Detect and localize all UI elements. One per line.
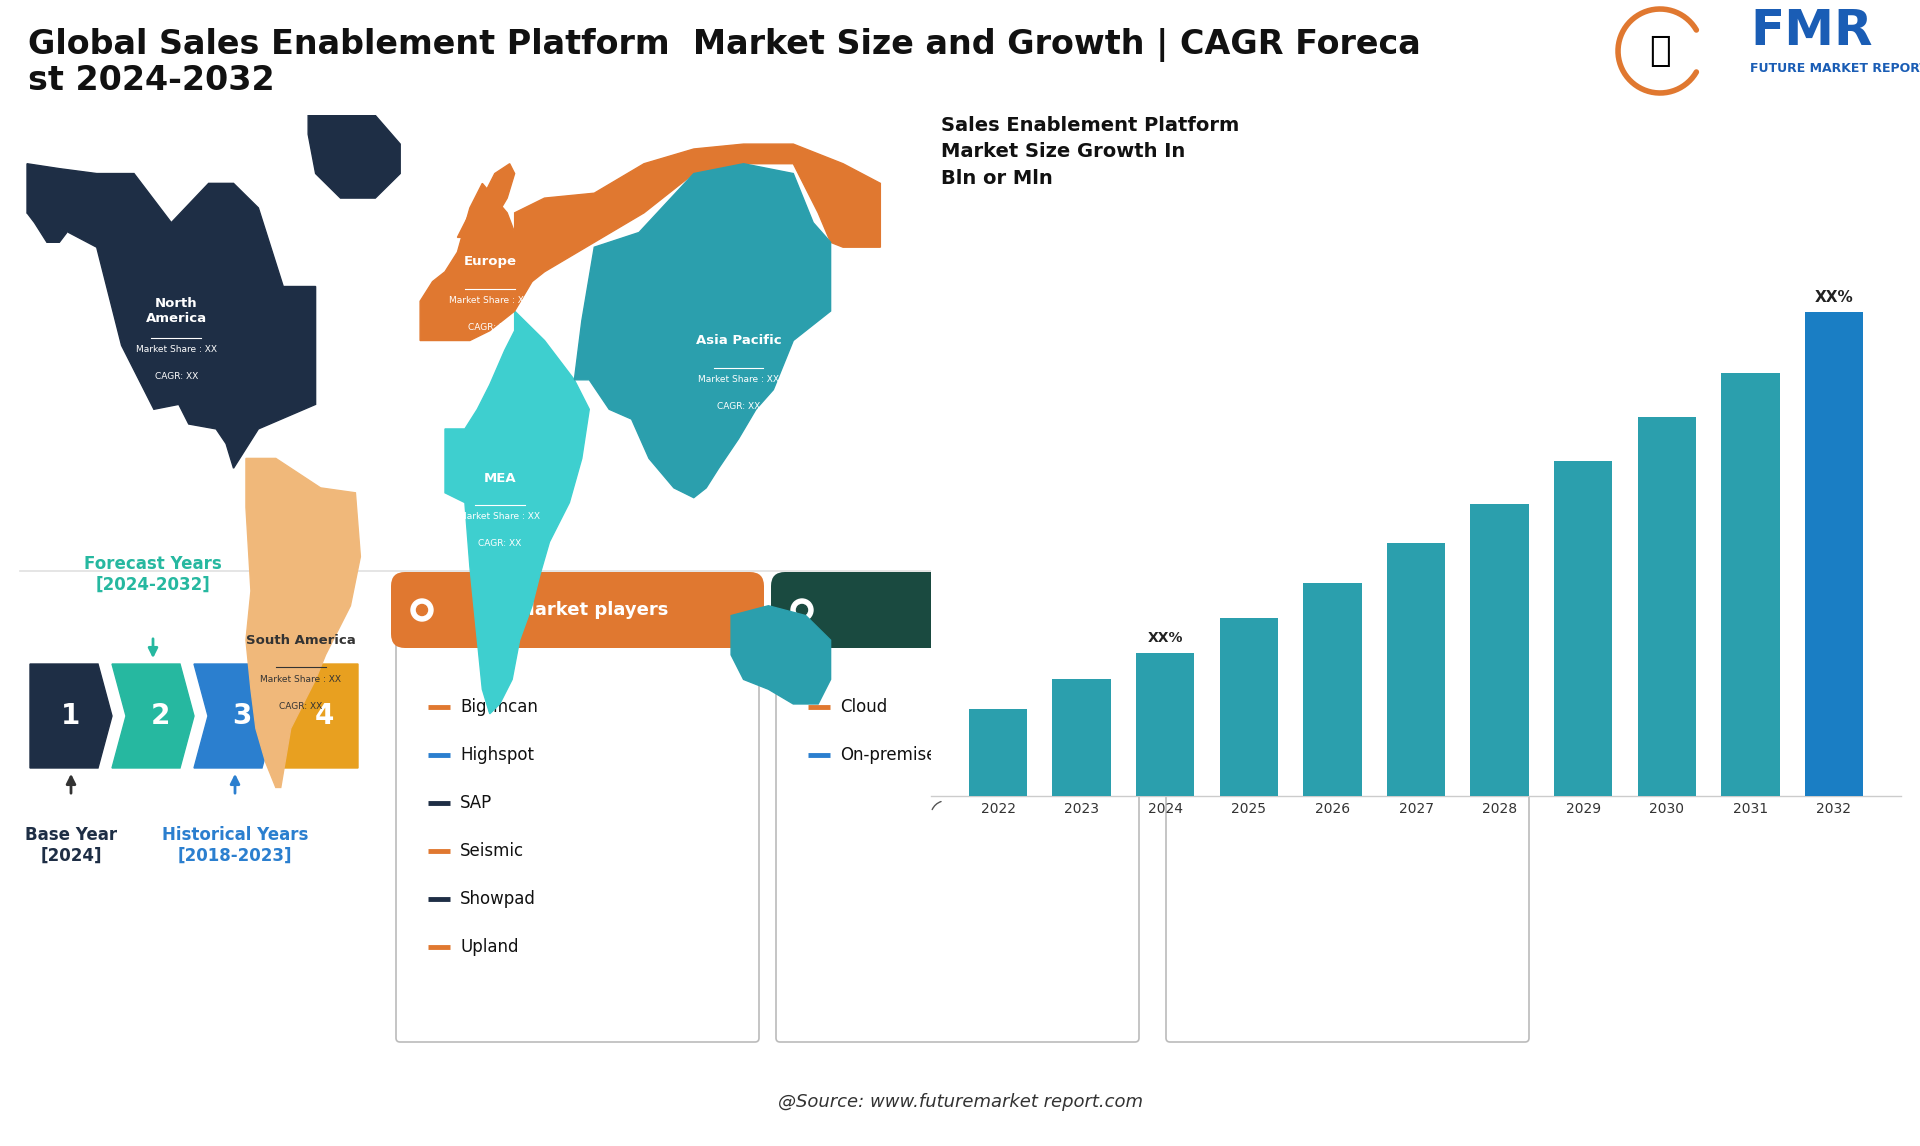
Text: By type: By type xyxy=(933,601,1012,619)
FancyBboxPatch shape xyxy=(772,572,1144,647)
Text: Highspot: Highspot xyxy=(461,746,534,764)
Polygon shape xyxy=(732,606,831,704)
Circle shape xyxy=(417,604,428,615)
Text: South America: South America xyxy=(246,634,355,646)
Text: FMR: FMR xyxy=(1749,7,1872,55)
Text: SMEs: SMEs xyxy=(1231,746,1275,764)
Bar xyxy=(1386,543,1446,796)
Bar xyxy=(1553,461,1613,796)
Bar xyxy=(1137,652,1194,796)
Polygon shape xyxy=(27,164,315,469)
Text: By application: By application xyxy=(1290,601,1434,619)
Text: Market Share : XX: Market Share : XX xyxy=(261,675,342,683)
Polygon shape xyxy=(194,664,276,768)
Circle shape xyxy=(411,599,434,621)
Text: North
America: North America xyxy=(146,297,207,325)
Polygon shape xyxy=(276,664,357,768)
Bar xyxy=(1471,504,1528,796)
Polygon shape xyxy=(31,664,111,768)
Text: 👤: 👤 xyxy=(1649,34,1670,68)
Bar xyxy=(970,709,1027,796)
Polygon shape xyxy=(445,311,589,714)
Text: MEA: MEA xyxy=(484,471,516,485)
Text: Market Share : XX: Market Share : XX xyxy=(459,512,540,521)
Polygon shape xyxy=(515,144,881,282)
Circle shape xyxy=(1181,599,1204,621)
Text: Upland: Upland xyxy=(461,937,518,956)
Text: CAGR
XX%%: CAGR XX%% xyxy=(288,555,346,594)
Text: XX%: XX% xyxy=(1814,290,1853,305)
Text: Historical Years
[2018-2023]: Historical Years [2018-2023] xyxy=(161,826,309,865)
Text: Seismic: Seismic xyxy=(461,842,524,860)
Circle shape xyxy=(1187,604,1198,615)
Text: Sales Enablement Platform
Market Size Growth In
Bln or Mln: Sales Enablement Platform Market Size Gr… xyxy=(941,116,1238,188)
Polygon shape xyxy=(111,664,194,768)
Text: CAGR: XX: CAGR: XX xyxy=(716,402,760,411)
Text: Forecast Years
[2024-2032]: Forecast Years [2024-2032] xyxy=(84,555,223,594)
Text: @Source: www.futuremarket report.com: @Source: www.futuremarket report.com xyxy=(778,1093,1142,1110)
Text: SAP: SAP xyxy=(461,794,492,813)
Polygon shape xyxy=(420,183,532,340)
Text: CAGR: XX: CAGR: XX xyxy=(156,372,198,382)
Text: Europe: Europe xyxy=(463,256,516,268)
Text: Bigtincan: Bigtincan xyxy=(461,698,538,716)
Polygon shape xyxy=(246,458,361,787)
Text: 1: 1 xyxy=(61,702,81,730)
Circle shape xyxy=(791,599,812,621)
Text: Market Share : XX: Market Share : XX xyxy=(699,375,780,384)
Text: Large: Large xyxy=(1231,698,1277,716)
Bar xyxy=(1720,374,1780,796)
Polygon shape xyxy=(457,164,515,237)
Text: Showpad: Showpad xyxy=(461,890,536,908)
FancyBboxPatch shape xyxy=(396,584,758,1042)
Text: 4: 4 xyxy=(315,702,334,730)
Bar xyxy=(1304,582,1361,796)
FancyBboxPatch shape xyxy=(1162,572,1534,647)
FancyBboxPatch shape xyxy=(1165,584,1528,1042)
Bar xyxy=(1805,312,1862,796)
Text: Market players: Market players xyxy=(516,601,668,619)
FancyBboxPatch shape xyxy=(392,572,764,647)
Text: Cloud: Cloud xyxy=(841,698,887,716)
Text: XX%: XX% xyxy=(1148,631,1183,645)
Text: CAGR: XX: CAGR: XX xyxy=(468,323,511,332)
FancyBboxPatch shape xyxy=(776,584,1139,1042)
Text: Market Share : XX: Market Share : XX xyxy=(449,297,530,305)
Text: Asia Pacific: Asia Pacific xyxy=(695,333,781,347)
Text: 3: 3 xyxy=(232,702,252,730)
Text: FUTURE MARKET REPORT: FUTURE MARKET REPORT xyxy=(1749,63,1920,76)
Circle shape xyxy=(797,604,808,615)
Text: On-premises: On-premises xyxy=(841,746,945,764)
Text: CAGR: XX: CAGR: XX xyxy=(478,540,522,549)
Text: st 2024-2032: st 2024-2032 xyxy=(29,64,275,97)
Bar xyxy=(1052,678,1112,796)
Polygon shape xyxy=(27,213,67,242)
Polygon shape xyxy=(307,110,399,198)
Polygon shape xyxy=(574,164,831,497)
Text: Base Year
[2024]: Base Year [2024] xyxy=(25,826,117,865)
Text: Market Share : XX: Market Share : XX xyxy=(136,345,217,354)
Text: CAGR: XX: CAGR: XX xyxy=(278,701,323,711)
Bar xyxy=(1638,417,1695,796)
Text: 2: 2 xyxy=(150,702,169,730)
Text: Global Sales Enablement Platform  Market Size and Growth | CAGR Foreca: Global Sales Enablement Platform Market … xyxy=(29,28,1421,62)
Bar xyxy=(1219,618,1279,796)
